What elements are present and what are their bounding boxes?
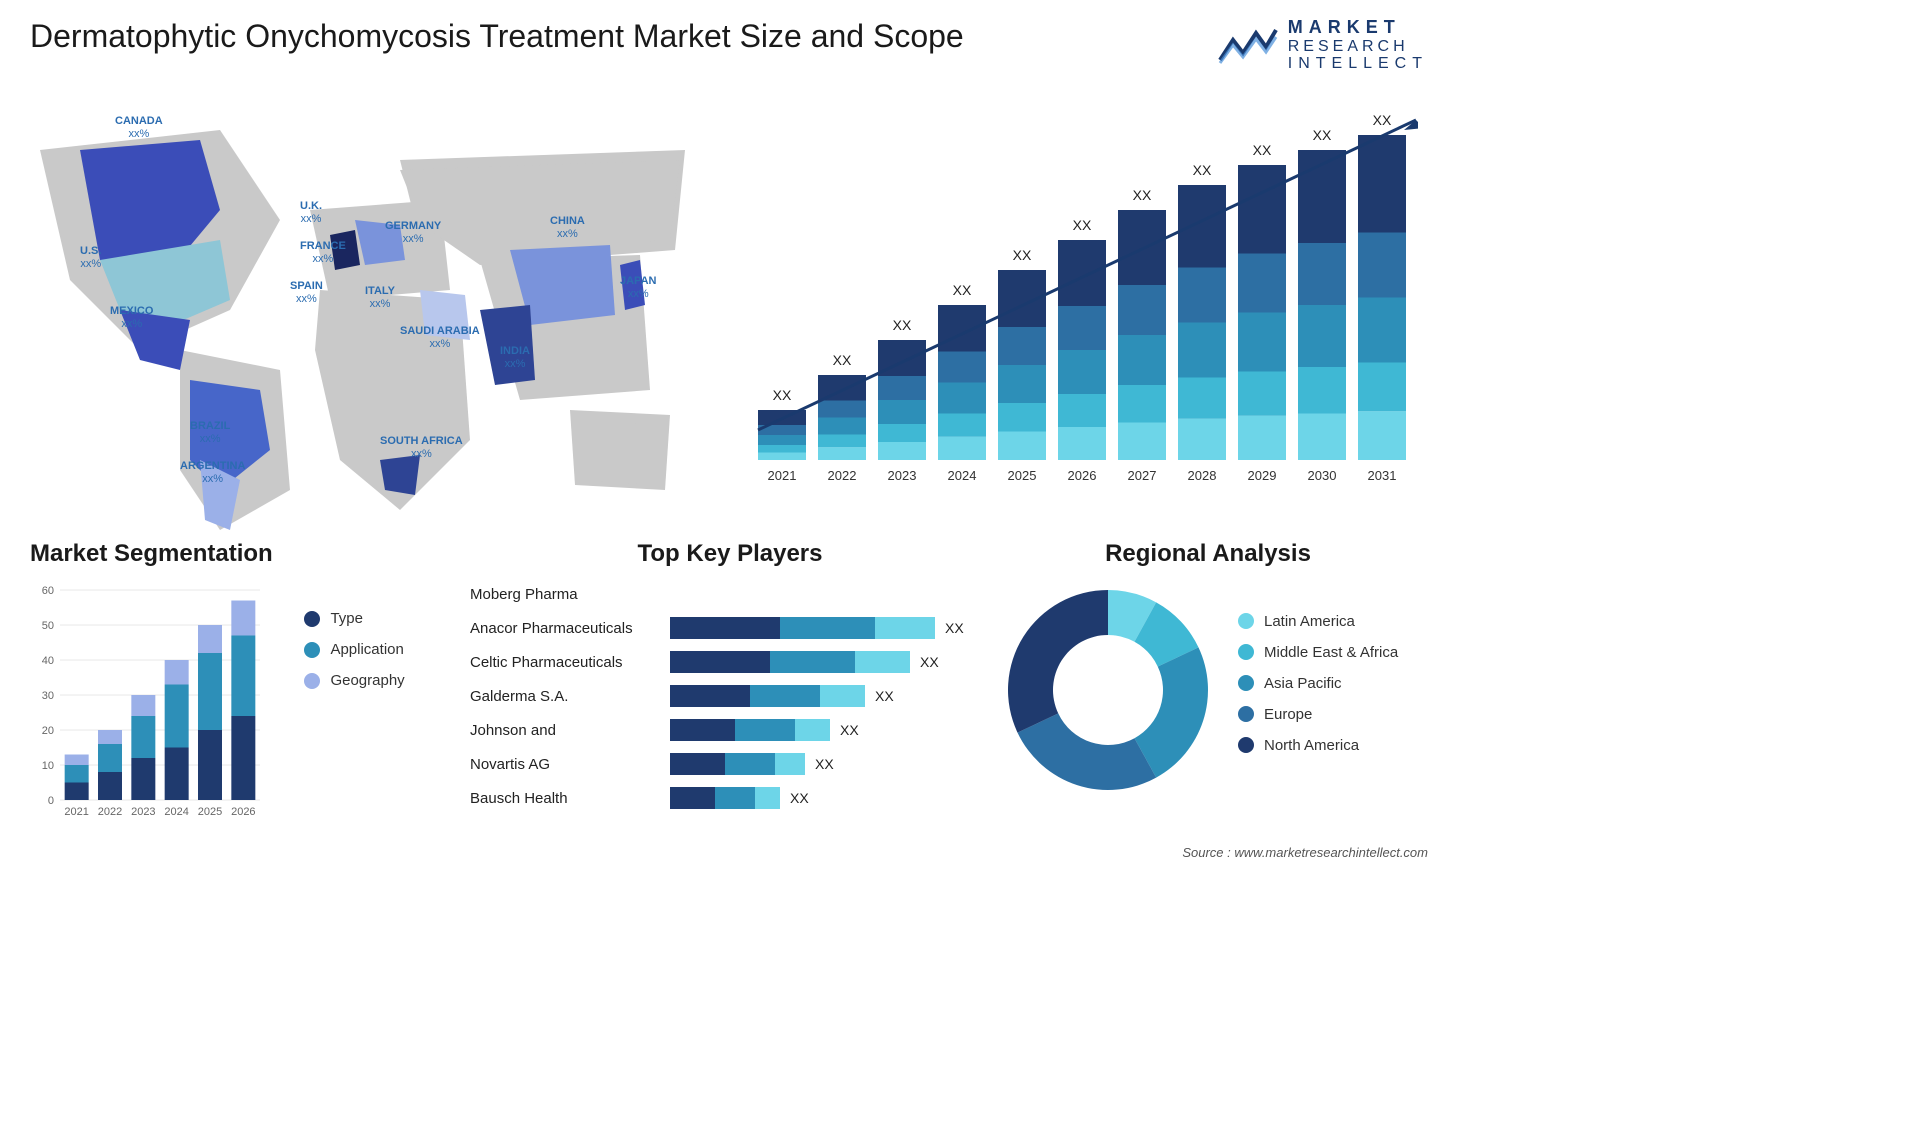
svg-text:40: 40	[42, 655, 54, 667]
map-label-canada: CANADAxx%	[115, 115, 163, 141]
logo-line2: RESEARCH	[1288, 38, 1428, 56]
map-label-argentina: ARGENTINAxx%	[180, 460, 245, 486]
legend-item: Geography	[304, 672, 404, 689]
segmentation-chart: 0 10 20 30 40 50 60 2021 2022 2023 2024 2025 2026	[30, 580, 280, 830]
key-player-row: Celtic Pharmaceuticals XX	[470, 648, 990, 676]
brand-logo: MARKET RESEARCH INTELLECT	[1218, 18, 1428, 73]
svg-text:0: 0	[48, 795, 54, 807]
map-label-france: FRANCExx%	[300, 240, 346, 266]
map-label-italy: ITALYxx%	[365, 285, 395, 311]
key-player-row: Novartis AG XX	[470, 750, 990, 778]
svg-text:2030: 2030	[1308, 468, 1337, 483]
key-player-value: XX	[920, 654, 939, 670]
svg-text:2021: 2021	[64, 806, 88, 818]
legend-item: North America	[1238, 737, 1398, 754]
svg-text:XX: XX	[1073, 217, 1092, 233]
svg-text:2024: 2024	[164, 806, 188, 818]
regional-legend: Latin America Middle East & Africa Asia Pa…	[1238, 613, 1398, 768]
svg-text:10: 10	[42, 760, 54, 772]
map-label-germany: GERMANYxx%	[385, 220, 441, 246]
logo-icon	[1218, 25, 1278, 65]
segmentation-section: Market Segmentation 0 10 20 30 40 50 60 2021 202…	[30, 540, 450, 830]
map-label-brazil: BRAZILxx%	[190, 420, 230, 446]
svg-text:50: 50	[42, 620, 54, 632]
key-player-name: Bausch Health	[470, 790, 670, 807]
svg-text:2027: 2027	[1128, 468, 1157, 483]
world-map: CANADAxx% U.S.xx% MEXICOxx% BRAZILxx% ARGENT…	[20, 90, 690, 530]
legend-item: Latin America	[1238, 613, 1398, 630]
key-player-value: XX	[815, 756, 834, 772]
key-players-section: Top Key Players Moberg Pharma Anacor Phar…	[470, 540, 990, 818]
svg-text:2025: 2025	[198, 806, 222, 818]
market-trend-chart: XX 2021 XX 2022 XX 2023 XX 2024 XX 2025 XX 2026 XX 20…	[738, 100, 1418, 500]
regional-section: Regional Analysis Latin America Middle Ea…	[998, 540, 1418, 800]
map-label-mexico: MEXICOxx%	[110, 305, 153, 331]
legend-item: Europe	[1238, 706, 1398, 723]
key-player-row: Galderma S.A. XX	[470, 682, 990, 710]
key-player-name: Galderma S.A.	[470, 688, 670, 705]
svg-text:2029: 2029	[1248, 468, 1277, 483]
svg-text:XX: XX	[1013, 247, 1032, 263]
key-player-value: XX	[790, 790, 809, 806]
key-player-value: XX	[875, 688, 894, 704]
svg-text:XX: XX	[893, 317, 912, 333]
logo-line1: MARKET	[1288, 18, 1428, 38]
svg-text:2031: 2031	[1368, 468, 1397, 483]
legend-item: Type	[304, 610, 404, 627]
key-player-name: Moberg Pharma	[470, 586, 670, 603]
svg-text:2023: 2023	[888, 468, 917, 483]
key-player-name: Anacor Pharmaceuticals	[470, 620, 670, 637]
svg-text:2022: 2022	[828, 468, 857, 483]
key-player-value: XX	[945, 620, 964, 636]
svg-text:XX: XX	[773, 387, 792, 403]
key-player-row: Moberg Pharma	[470, 580, 990, 608]
svg-text:XX: XX	[953, 282, 972, 298]
svg-text:XX: XX	[833, 352, 852, 368]
key-player-name: Johnson and	[470, 722, 670, 739]
key-player-row: Anacor Pharmaceuticals XX	[470, 614, 990, 642]
key-player-name: Novartis AG	[470, 756, 670, 773]
key-player-name: Celtic Pharmaceuticals	[470, 654, 670, 671]
legend-item: Application	[304, 641, 404, 658]
svg-text:60: 60	[42, 585, 54, 597]
map-label-southafrica: SOUTH AFRICAxx%	[380, 435, 463, 461]
key-players-title: Top Key Players	[470, 540, 990, 568]
key-player-value: XX	[840, 722, 859, 738]
map-label-us: U.S.xx%	[80, 245, 101, 271]
svg-text:XX: XX	[1193, 162, 1212, 178]
map-label-india: INDIAxx%	[500, 345, 530, 371]
source-credit: Source : www.marketresearchintellect.com	[1182, 845, 1428, 860]
segmentation-legend: Type Application Geography	[304, 610, 404, 703]
svg-text:XX: XX	[1313, 127, 1332, 143]
segmentation-title: Market Segmentation	[30, 540, 450, 568]
svg-text:2025: 2025	[1008, 468, 1037, 483]
legend-item: Asia Pacific	[1238, 675, 1398, 692]
regional-donut	[998, 580, 1218, 800]
key-player-row: Johnson and XX	[470, 716, 990, 744]
svg-text:2026: 2026	[1068, 468, 1097, 483]
logo-line3: INTELLECT	[1288, 55, 1428, 73]
svg-text:XX: XX	[1253, 142, 1272, 158]
svg-text:2026: 2026	[231, 806, 255, 818]
map-label-china: CHINAxx%	[550, 215, 585, 241]
svg-text:2023: 2023	[131, 806, 155, 818]
page-title: Dermatophytic Onychomycosis Treatment Ma…	[30, 18, 964, 55]
legend-item: Middle East & Africa	[1238, 644, 1398, 661]
svg-text:2022: 2022	[98, 806, 122, 818]
svg-text:30: 30	[42, 690, 54, 702]
svg-text:2024: 2024	[948, 468, 977, 483]
svg-text:XX: XX	[1133, 187, 1152, 203]
key-player-row: Bausch Health XX	[470, 784, 990, 812]
map-label-saudiarabia: SAUDI ARABIAxx%	[400, 325, 480, 351]
regional-title: Regional Analysis	[998, 540, 1418, 568]
svg-text:2028: 2028	[1188, 468, 1217, 483]
map-label-japan: JAPANxx%	[620, 275, 656, 301]
svg-text:2021: 2021	[768, 468, 797, 483]
map-label-uk: U.K.xx%	[300, 200, 322, 226]
svg-text:20: 20	[42, 725, 54, 737]
svg-text:XX: XX	[1373, 112, 1392, 128]
map-label-spain: SPAINxx%	[290, 280, 323, 306]
